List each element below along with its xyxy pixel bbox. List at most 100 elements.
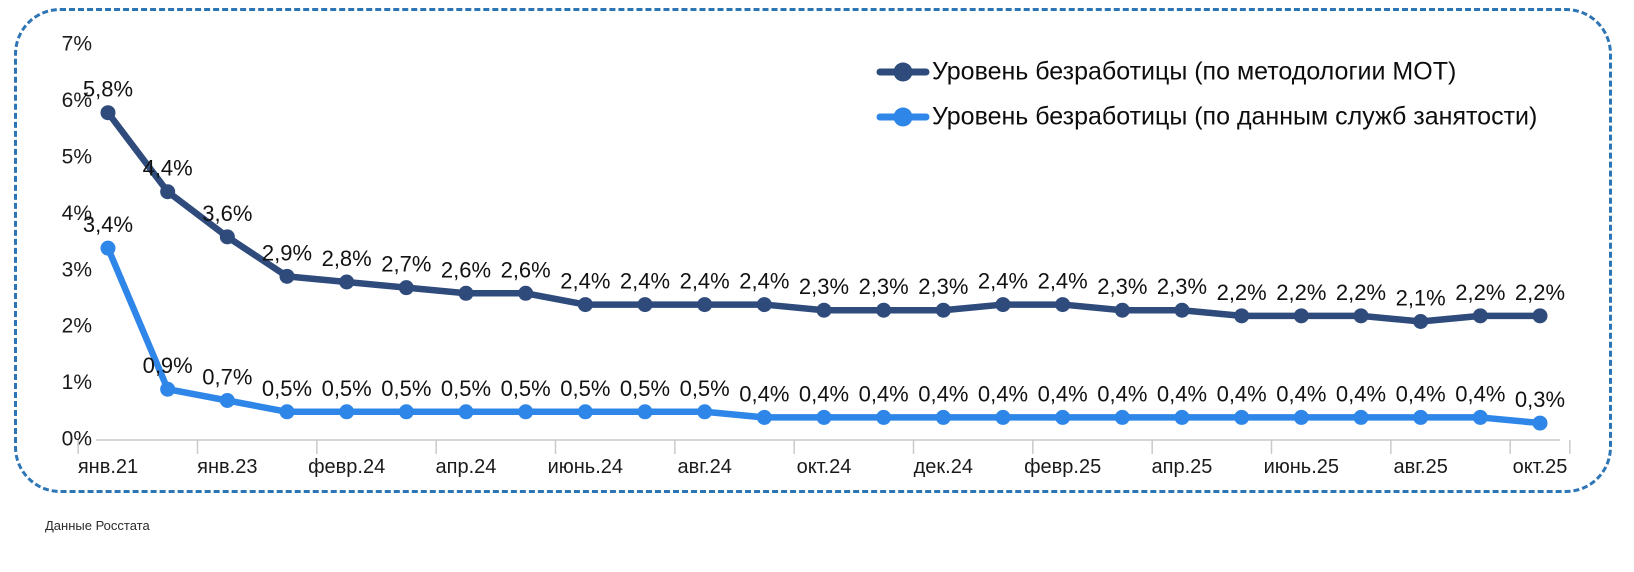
data-label: 0,4% xyxy=(1157,381,1207,406)
data-label: 4,4% xyxy=(143,156,193,181)
data-point-marker xyxy=(160,184,176,200)
data-label: 2,4% xyxy=(680,269,730,294)
data-point-marker xyxy=(160,381,176,397)
data-label: 2,3% xyxy=(918,274,968,299)
data-label: 2,3% xyxy=(1097,274,1147,299)
data-label: 0,4% xyxy=(918,381,968,406)
x-axis-tick-label: янв.21 xyxy=(78,456,138,478)
data-label: 0,7% xyxy=(202,365,252,390)
data-label: 2,7% xyxy=(381,252,431,277)
data-point-marker xyxy=(1174,302,1190,318)
data-label: 0,5% xyxy=(560,376,610,401)
data-label: 0,4% xyxy=(1336,381,1386,406)
x-axis-tick-label: июнь.24 xyxy=(548,456,623,478)
data-label: 0,4% xyxy=(799,381,849,406)
data-point-marker xyxy=(935,409,951,425)
y-axis-tick-label: 5% xyxy=(62,145,92,168)
data-label: 0,4% xyxy=(1276,381,1326,406)
data-point-marker xyxy=(1055,409,1071,425)
data-label: 5,8% xyxy=(83,77,133,102)
data-point-marker xyxy=(1353,409,1369,425)
data-point-marker xyxy=(637,297,653,313)
data-point-marker xyxy=(637,404,653,420)
legend-marker-icon xyxy=(893,107,913,127)
data-point-marker xyxy=(995,297,1011,313)
x-axis-tick-label: февр.25 xyxy=(1024,456,1101,478)
data-point-marker xyxy=(697,404,713,420)
data-point-marker xyxy=(935,302,951,318)
series-employment-service xyxy=(100,240,1548,431)
data-point-marker xyxy=(398,280,414,296)
x-axis-tick-label: февр.24 xyxy=(308,456,385,478)
data-label: 0,4% xyxy=(1217,381,1267,406)
y-axis-tick-label: 3% xyxy=(62,258,92,281)
x-axis-tick-label: авг.25 xyxy=(1393,456,1447,478)
x-axis-tick-label: апр.24 xyxy=(436,456,497,478)
data-point-marker xyxy=(339,404,355,420)
chart-legend: Уровень безработицы (по методологии МОТ)… xyxy=(876,58,1537,131)
data-label: 2,2% xyxy=(1515,280,1565,305)
data-label: 0,5% xyxy=(441,376,491,401)
data-label: 2,6% xyxy=(441,257,491,282)
legend-label: Уровень безработицы (по данным служб зан… xyxy=(932,103,1537,131)
data-point-marker xyxy=(458,404,474,420)
x-axis-ticks xyxy=(77,440,1571,454)
x-axis-tick-labels: янв.21 янв.23 февр.24 апр.24 июнь.24 авг.24 ок… xyxy=(78,456,1568,478)
data-label: 2,3% xyxy=(859,274,909,299)
data-point-marker xyxy=(1293,308,1309,324)
data-label: 2,6% xyxy=(501,257,551,282)
data-point-marker xyxy=(458,285,474,301)
data-point-marker xyxy=(577,297,593,313)
y-axis-tick-label: 1% xyxy=(62,371,92,394)
chart-plot-area: 0% 1% 2% 3% 4% 5% 6% 7% янв.21 янв.23 февр.24 апр.2… xyxy=(62,33,1571,478)
data-label: 0,5% xyxy=(501,376,551,401)
data-point-marker xyxy=(1114,409,1130,425)
data-point-marker xyxy=(219,393,235,408)
data-point-marker xyxy=(1472,308,1488,324)
data-point-marker xyxy=(1114,302,1130,318)
legend-item[interactable]: Уровень безработицы (по методологии МОТ) xyxy=(876,58,1456,86)
data-point-marker xyxy=(1472,409,1488,425)
legend-label: Уровень безработицы (по методологии МОТ) xyxy=(932,58,1456,86)
data-label: 0,5% xyxy=(381,376,431,401)
data-label: 2,2% xyxy=(1217,280,1267,305)
data-point-marker xyxy=(279,268,295,284)
data-point-marker xyxy=(577,404,593,420)
data-label: 2,2% xyxy=(1455,280,1505,305)
y-axis-tick-label: 2% xyxy=(62,315,92,338)
x-axis-tick-label: апр.25 xyxy=(1152,456,1213,478)
data-point-marker xyxy=(1353,308,1369,324)
data-label: 2,4% xyxy=(560,269,610,294)
data-point-marker xyxy=(1532,415,1548,431)
data-point-marker xyxy=(100,105,116,121)
series-data-labels: 5,8% 4,4% 3,6% 2,9% 2,8% 2,7% 2,6% 2,6% 2,4% 2,4%… xyxy=(83,77,1565,311)
data-label: 0,4% xyxy=(739,381,789,406)
data-label: 2,2% xyxy=(1336,280,1386,305)
data-point-marker xyxy=(1234,308,1250,324)
data-point-marker xyxy=(100,240,116,256)
data-label: 0,4% xyxy=(1097,381,1147,406)
y-axis-tick-label: 0% xyxy=(62,428,92,451)
x-axis-tick-label: дек.24 xyxy=(914,456,973,478)
data-label: 0,5% xyxy=(620,376,670,401)
x-axis-tick-label: июнь.25 xyxy=(1264,456,1339,478)
data-label: 3,4% xyxy=(83,212,133,237)
data-point-marker xyxy=(398,404,414,420)
data-label: 2,8% xyxy=(322,246,372,271)
data-label: 0,4% xyxy=(1396,381,1446,406)
data-label: 0,5% xyxy=(680,376,730,401)
data-label: 2,9% xyxy=(262,240,312,265)
data-label: 2,4% xyxy=(620,269,670,294)
data-label: 2,2% xyxy=(1276,280,1326,305)
y-axis-tick-label: 7% xyxy=(62,33,92,56)
source-note: Данные Росстата xyxy=(45,518,150,533)
data-point-marker xyxy=(1532,308,1548,324)
x-axis-tick-label: авг.24 xyxy=(677,456,731,478)
data-label: 0,4% xyxy=(1455,381,1505,406)
data-label: 0,4% xyxy=(978,381,1028,406)
unemployment-line-chart: 0% 1% 2% 3% 4% 5% 6% 7% янв.21 янв.23 февр.24 апр.2… xyxy=(62,33,1571,478)
data-point-marker xyxy=(1234,409,1250,425)
data-point-marker xyxy=(219,229,235,245)
legend-item[interactable]: Уровень безработицы (по данным служб зан… xyxy=(876,103,1537,131)
data-point-marker xyxy=(1293,409,1309,425)
